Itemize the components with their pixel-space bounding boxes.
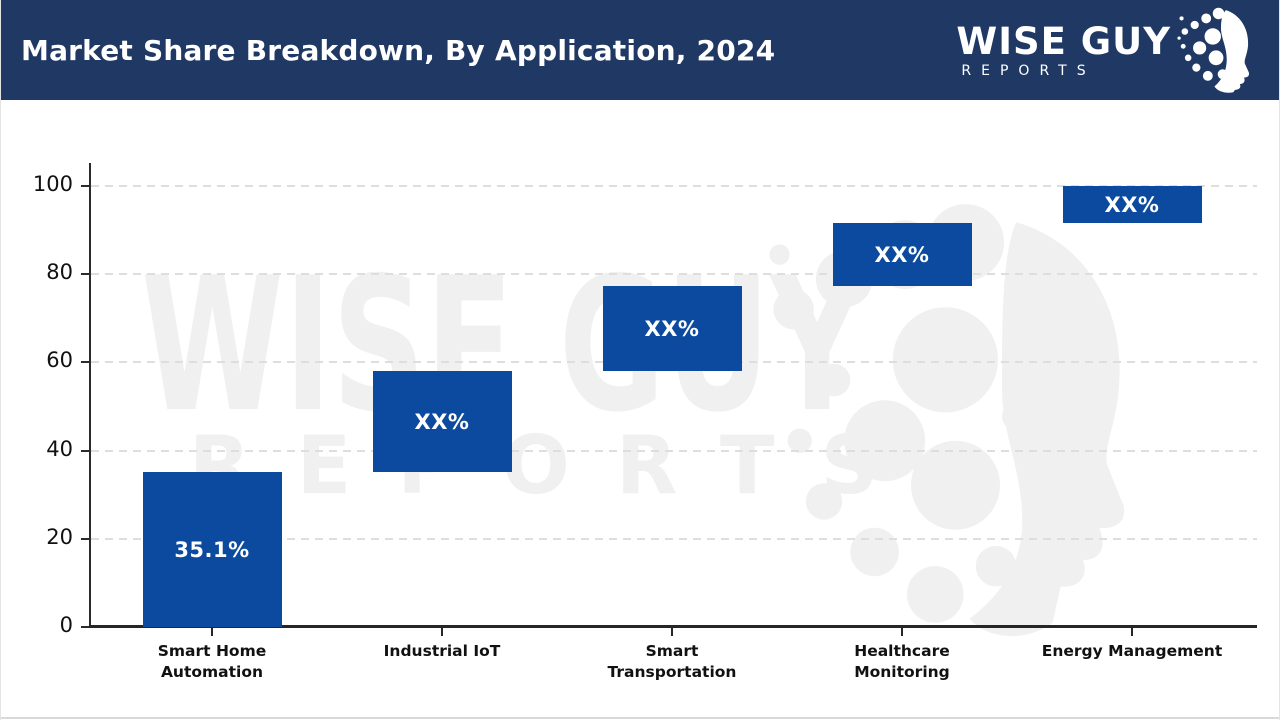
y-tick-mark (81, 185, 90, 187)
y-tick-mark (81, 537, 90, 540)
y-tick-label: 20 (46, 524, 73, 549)
bar-value-label: 35.1% (174, 537, 250, 562)
bar-value-label: XX% (414, 409, 470, 434)
category-label-line: Smart (645, 642, 699, 660)
bar-value-label: XX% (1104, 192, 1160, 217)
x-tick-mark (1131, 628, 1133, 636)
y-axis-line (89, 163, 91, 628)
y-gridline (91, 185, 1257, 187)
x-tick-mark (211, 628, 213, 636)
y-tick-label: 80 (46, 260, 73, 285)
page-title: Market Share Breakdown, By Application, … (21, 33, 776, 67)
category-label: Smart Home Automation (97, 641, 327, 683)
watermark-head-icon (769, 204, 1125, 637)
waterfall-plot: 0 20 40 60 80 100 35.1% Smart Home Automation XX%… (1, 100, 1279, 720)
bar-value-label: XX% (644, 316, 700, 341)
x-axis-line (89, 625, 1257, 628)
y-gridline (91, 273, 1257, 276)
category-label: Smart Transportation (557, 641, 787, 683)
y-tick-mark (81, 626, 90, 628)
header-bar: Market Share Breakdown, By Application, … (1, 0, 1279, 100)
category-label-line: Industrial IoT (383, 642, 501, 660)
chart-canvas: WISE GUY REPORTS 0 20 40 60 80 100 35.1% Smart … (1, 100, 1279, 720)
category-label-line: Energy Management (1041, 642, 1223, 660)
waterfall-bar: XX% (1062, 186, 1202, 224)
y-tick-mark (81, 273, 90, 276)
y-tick-mark (81, 361, 90, 364)
bottom-divider (1, 717, 1279, 719)
waterfall-bar: XX% (832, 223, 972, 287)
category-label-line: Automation (160, 663, 264, 681)
waterfall-bar: XX% (602, 286, 742, 372)
x-tick-mark (901, 628, 903, 636)
wise-guy-reports-logo: WISE GUY REPORTS (956, 6, 1253, 94)
category-label-line: Healthcare (854, 642, 950, 660)
y-tick-mark (81, 449, 90, 452)
category-label-line: Monitoring (854, 663, 950, 681)
y-tick-label: 0 (59, 613, 73, 637)
bar-value-label: XX% (874, 242, 930, 267)
waterfall-bar: 35.1% (142, 472, 282, 627)
y-tick-label: 100 (32, 172, 73, 196)
y-tick-label: 40 (46, 436, 73, 461)
category-label: Healthcare Monitoring (787, 641, 1017, 683)
category-label-line: Transportation (607, 663, 737, 681)
dotted-head-logo-icon (1177, 7, 1250, 93)
category-label: Industrial IoT (327, 641, 557, 662)
logo-wordmark-line1: WISE GUY (956, 19, 1171, 63)
category-label: Energy Management (1017, 641, 1247, 662)
logo-wordmark: WISE GUY REPORTS (956, 23, 1171, 78)
y-tick-label: 60 (46, 348, 73, 373)
logo-wordmark-line2: REPORTS (961, 62, 1096, 79)
y-gridline (91, 449, 1257, 452)
x-tick-mark (671, 628, 673, 636)
waterfall-bar: XX% (372, 371, 512, 473)
x-tick-mark (441, 628, 443, 636)
category-label-line: Smart Home (157, 642, 267, 660)
y-gridline (91, 537, 1257, 540)
watermark-text-reports: REPORTS (189, 419, 925, 512)
